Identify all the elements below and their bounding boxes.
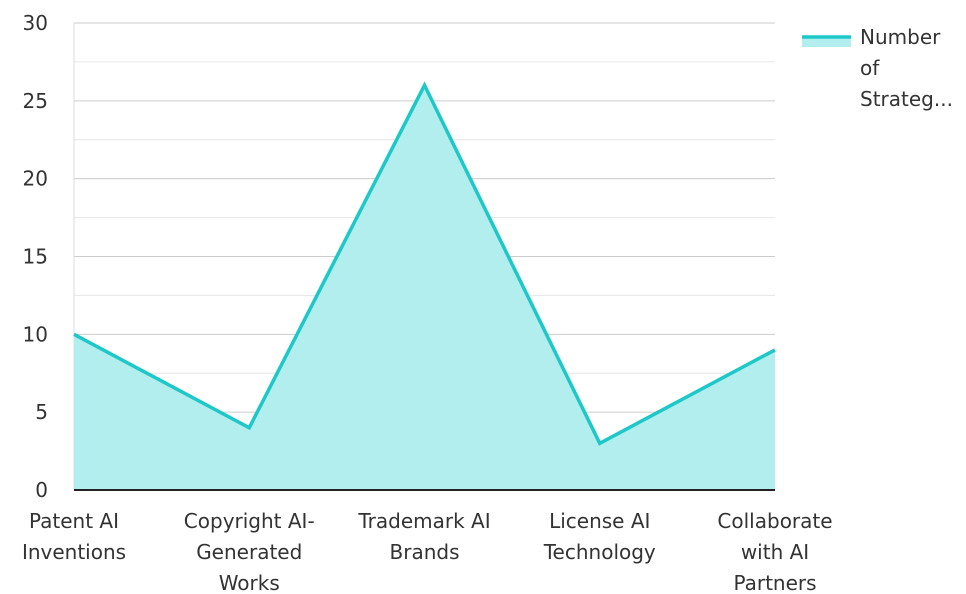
x-tick-label: License AI Technology xyxy=(543,509,656,564)
y-tick-label: 30 xyxy=(23,11,48,35)
series-area-fill xyxy=(74,85,775,491)
y-axis: 0 5 10 15 20 25 30 xyxy=(23,11,48,502)
y-tick-label: 0 xyxy=(35,478,48,502)
legend[interactable]: Number of Strateg... xyxy=(802,25,953,111)
y-tick-label: 25 xyxy=(23,89,48,113)
legend-label: Number of Strateg... xyxy=(860,25,953,111)
x-tick-label: Collaborate with AI Partners xyxy=(717,509,832,594)
x-tick-label: Trademark AI Brands xyxy=(357,509,490,564)
x-tick-label: Copyright AI-Generated Works xyxy=(184,509,315,594)
legend-swatch-fill xyxy=(802,37,851,47)
y-tick-label: 10 xyxy=(23,322,48,346)
x-tick-label: Patent AI Inventions xyxy=(22,509,126,564)
y-tick-label: 5 xyxy=(35,400,48,424)
y-tick-label: 20 xyxy=(23,167,48,191)
x-axis: Patent AI Inventions Copyright AI-Generate… xyxy=(22,489,833,594)
series-area xyxy=(73,81,776,491)
y-tick-label: 15 xyxy=(23,245,48,269)
